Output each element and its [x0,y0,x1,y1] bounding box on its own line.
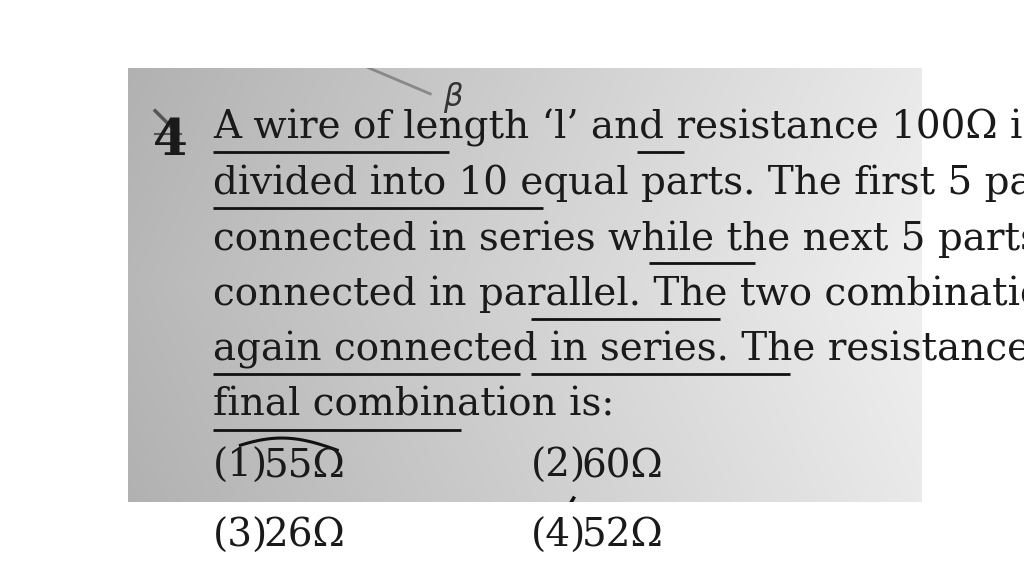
Text: 26Ω: 26Ω [263,517,345,554]
Text: (1): (1) [213,448,268,485]
Text: $\beta$: $\beta$ [443,80,464,115]
Text: 52Ω: 52Ω [582,517,664,554]
Text: divided into 10 equal parts. The first 5 parts are: divided into 10 equal parts. The first 5… [213,165,1024,202]
Text: connected in series while the next 5 parts are: connected in series while the next 5 par… [213,220,1024,258]
Text: 4: 4 [154,117,188,166]
Text: final combination is:: final combination is: [213,386,614,424]
Text: (4): (4) [531,517,587,554]
Text: connected in parallel. The two combinations are: connected in parallel. The two combinati… [213,276,1024,313]
Text: again connected in series. The resistance of this: again connected in series. The resistanc… [213,331,1024,369]
Text: (3): (3) [213,517,268,554]
Text: 60Ω: 60Ω [582,448,664,485]
Text: (2): (2) [531,448,587,485]
Text: 55Ω: 55Ω [263,448,345,485]
Text: A wire of length ‘l’ and resistance 100Ω is: A wire of length ‘l’ and resistance 100Ω… [213,109,1024,148]
